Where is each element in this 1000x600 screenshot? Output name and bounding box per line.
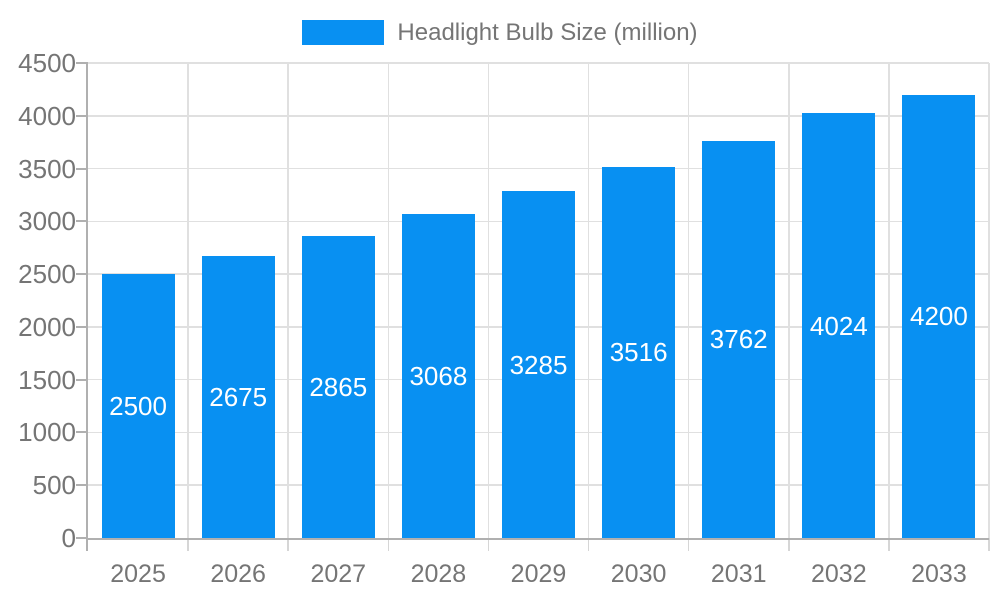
legend-swatch <box>302 20 385 45</box>
y-tick-label: 3500 <box>18 153 76 184</box>
x-axis-label: 2029 <box>510 560 567 588</box>
y-tick <box>76 431 88 434</box>
bar-value-label: 3762 <box>709 324 768 355</box>
bar-value-label: 2865 <box>309 371 368 402</box>
x-tick <box>988 538 990 551</box>
legend-label: Headlight Bulb Size (million) <box>397 19 698 46</box>
x-tick <box>788 538 790 551</box>
bar-value-label: 2675 <box>209 381 268 412</box>
x-gridline <box>988 63 990 538</box>
bar[interactable]: 3762 <box>702 140 776 538</box>
x-tick <box>687 538 690 551</box>
x-gridline <box>187 63 189 538</box>
bar-value-label: 4024 <box>809 310 868 341</box>
bar[interactable]: 2675 <box>201 255 275 538</box>
x-axis-line <box>86 538 989 540</box>
y-tick <box>76 378 88 381</box>
y-gridline <box>88 115 989 117</box>
y-tick-label: 2500 <box>18 259 76 290</box>
y-tick-label: 3000 <box>18 206 76 237</box>
x-gridline <box>888 63 890 538</box>
x-axis-label: 2033 <box>911 560 967 588</box>
bar[interactable]: 4024 <box>802 113 876 538</box>
x-gridline <box>487 63 490 538</box>
x-axis-label: 2025 <box>110 560 166 588</box>
y-tick <box>76 167 88 170</box>
x-axis-label: 2031 <box>710 560 767 588</box>
x-gridline <box>788 63 790 538</box>
bar-value-label: 3285 <box>509 349 568 380</box>
y-tick <box>76 62 88 64</box>
bar-value-label: 3068 <box>409 361 468 392</box>
y-tick-label: 1000 <box>18 417 76 448</box>
x-gridline <box>387 63 390 538</box>
plot-area: 0 500 1000 1500 2000 2500 3000 3500 4000 4500 2500… <box>18 48 990 588</box>
x-gridline <box>287 63 289 538</box>
bar[interactable]: 2500 <box>101 274 175 538</box>
y-tick-label: 1500 <box>18 364 76 395</box>
x-tick <box>888 538 890 551</box>
x-tick <box>587 538 590 551</box>
x-gridline <box>687 63 690 538</box>
y-tick <box>76 484 88 487</box>
x-axis-label: 2026 <box>210 560 266 588</box>
y-tick-label: 2000 <box>18 311 76 342</box>
bar[interactable]: 3285 <box>502 191 575 538</box>
x-tick <box>287 538 289 551</box>
legend[interactable]: Headlight Bulb Size (million) <box>0 19 1000 46</box>
bar[interactable]: 4200 <box>902 94 976 538</box>
bar-value-label: 2500 <box>109 391 167 422</box>
x-tick <box>387 538 390 551</box>
y-tick <box>76 537 88 539</box>
y-tick-label: 4000 <box>18 100 76 131</box>
x-axis-label: 2032 <box>811 560 867 588</box>
bar[interactable]: 3516 <box>602 166 676 538</box>
y-tick <box>76 220 88 223</box>
bar[interactable]: 3068 <box>401 214 475 538</box>
y-tick-label: 500 <box>32 470 76 501</box>
y-gridline <box>88 167 989 170</box>
x-gridline <box>587 63 590 538</box>
y-tick-label: 4500 <box>18 48 76 78</box>
x-axis-label: 2030 <box>610 560 667 588</box>
y-tick-label: 0 <box>61 523 76 553</box>
bar[interactable]: 2865 <box>301 235 375 538</box>
x-tick <box>187 538 189 551</box>
x-axis-label: 2027 <box>310 560 367 588</box>
bar-value-label: 3516 <box>609 337 668 368</box>
y-tick <box>76 325 88 328</box>
y-axis-line <box>86 63 88 551</box>
bar-value-label: 4200 <box>910 301 968 332</box>
x-tick <box>487 538 490 551</box>
y-tick <box>76 273 88 276</box>
y-gridline <box>88 62 989 64</box>
y-tick <box>76 114 88 117</box>
x-axis-label: 2028 <box>410 560 467 588</box>
